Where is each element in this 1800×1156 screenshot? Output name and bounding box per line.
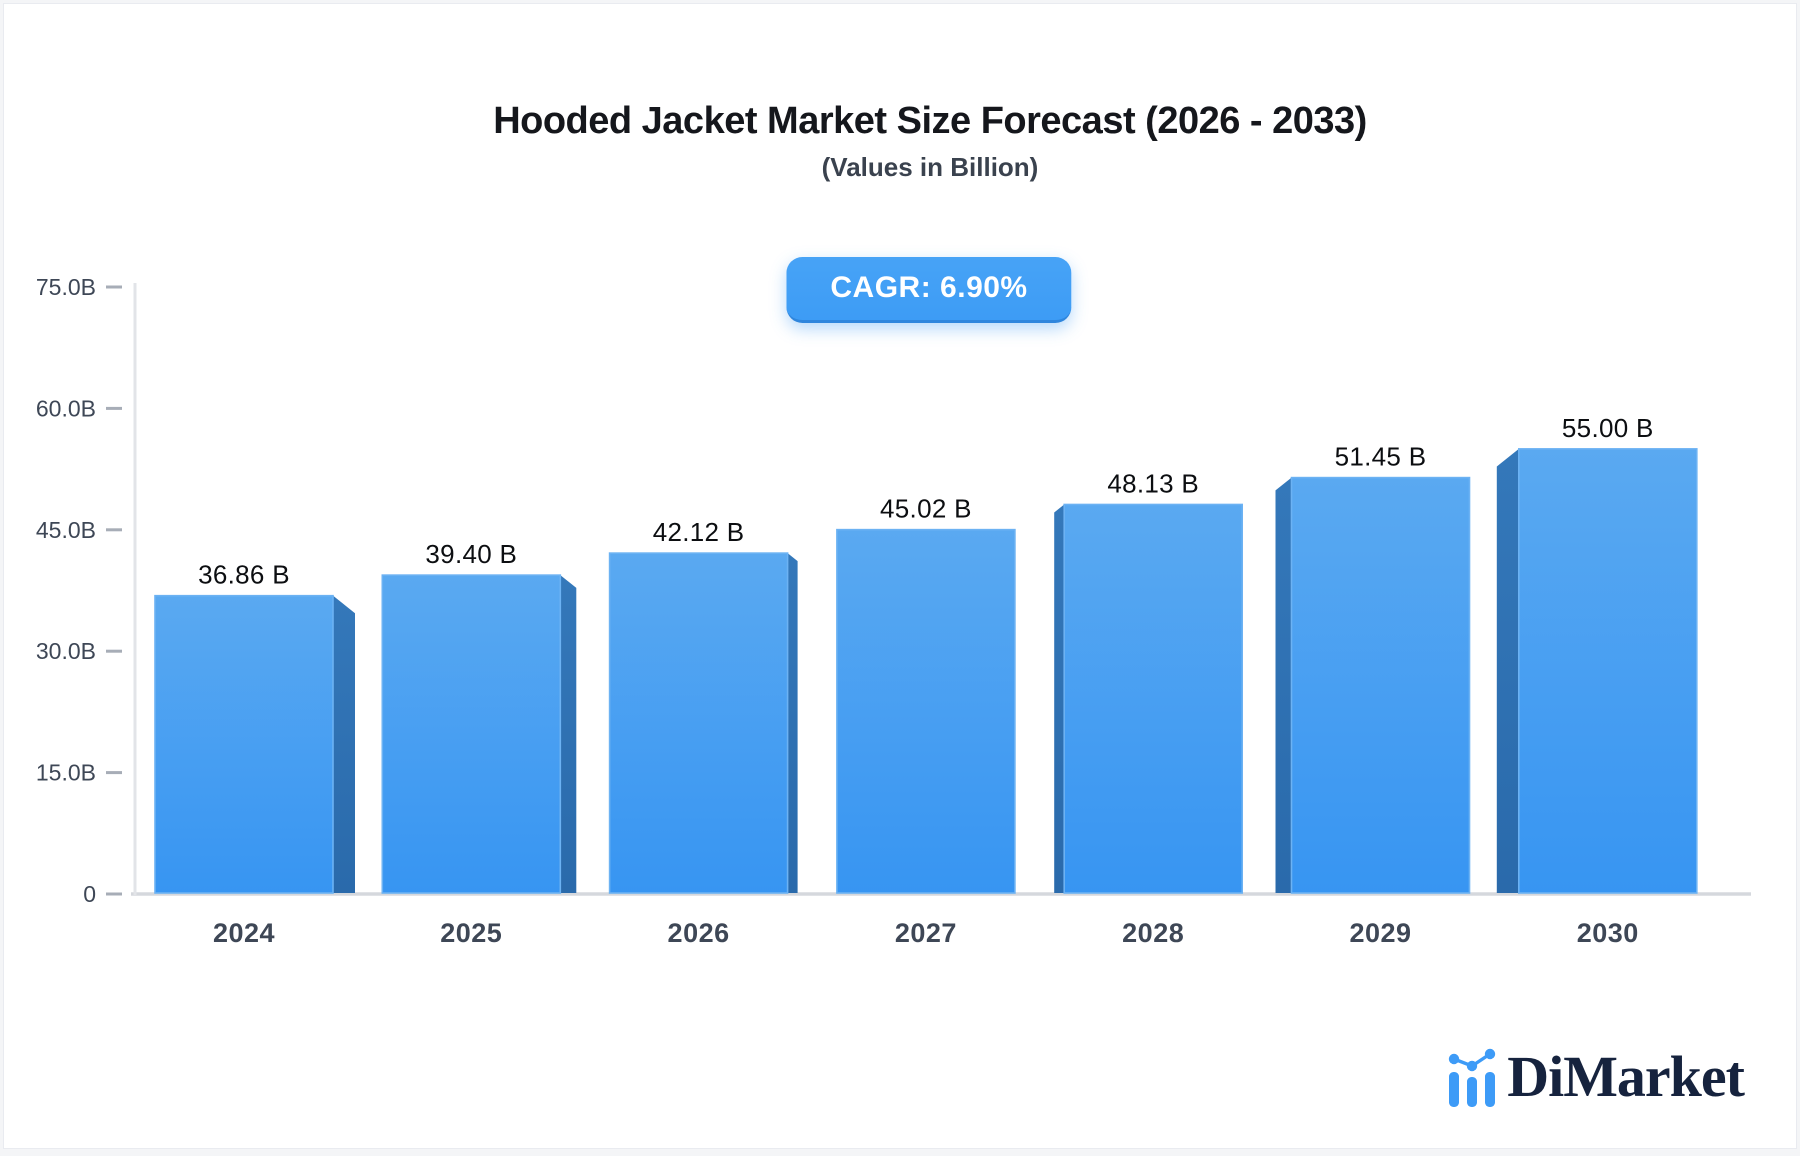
y-tick-label: 0	[83, 881, 96, 907]
bar-line-chart-icon	[1448, 1048, 1496, 1107]
bar-2027[interactable]	[836, 528, 1016, 894]
bar-2030[interactable]	[1518, 448, 1698, 894]
value-label-2030: 55.00 B	[1562, 413, 1654, 443]
y-tick-label: 30.0B	[36, 638, 96, 664]
bar-side-2026	[787, 553, 798, 893]
value-label-2026: 42.12 B	[653, 517, 745, 547]
cagr-badge-label: CAGR: 6.90%	[830, 271, 1028, 304]
dimarket-logo: DiMarket	[1448, 1044, 1745, 1109]
bar-side-2028	[1054, 504, 1065, 893]
y-tick-label: 75.0B	[36, 274, 96, 300]
bar-chart-canvas: 0 15.0B 30.0B 45.0B 60.0B 75.0B 36.86 B 2024 39.…	[36, 274, 1751, 948]
y-tick-label: 15.0B	[36, 760, 96, 786]
chart-card: Hooded Jacket Market Size Forecast (2026…	[3, 3, 1797, 1149]
value-label-2028: 48.13 B	[1107, 468, 1199, 498]
value-label-2024: 36.86 B	[198, 560, 290, 590]
bar-side-2024	[333, 595, 355, 893]
bar-2025[interactable]	[381, 574, 562, 894]
dimarket-logo-text: DiMarket	[1507, 1044, 1745, 1109]
value-label-2027: 45.02 B	[880, 494, 972, 524]
chart-title: Hooded Jacket Market Size Forecast (2026…	[493, 100, 1367, 142]
bar-2028[interactable]	[1063, 503, 1243, 894]
x-tick-label-2024: 2024	[213, 918, 275, 948]
bar-side-2029	[1275, 477, 1292, 893]
y-tick-label: 60.0B	[36, 395, 96, 421]
bar-2029[interactable]	[1290, 476, 1471, 894]
bar-side-2025	[560, 575, 577, 893]
bar-side-2030	[1496, 448, 1519, 893]
bar-2024[interactable]	[154, 594, 334, 894]
chart-subtitle: (Values in Billion)	[821, 152, 1039, 182]
x-tick-label-2030: 2030	[1577, 918, 1639, 948]
x-tick-label-2028: 2028	[1122, 918, 1184, 948]
value-label-2029: 51.45 B	[1335, 442, 1427, 472]
bar-2026[interactable]	[608, 552, 789, 894]
x-tick-label-2025: 2025	[440, 918, 502, 948]
x-tick-label-2027: 2027	[895, 918, 957, 948]
cagr-badge: CAGR: 6.90%	[786, 257, 1072, 323]
y-tick-label: 45.0B	[36, 517, 96, 543]
x-tick-label-2029: 2029	[1349, 918, 1411, 948]
value-label-2025: 39.40 B	[425, 539, 517, 569]
x-tick-label-2026: 2026	[668, 918, 730, 948]
